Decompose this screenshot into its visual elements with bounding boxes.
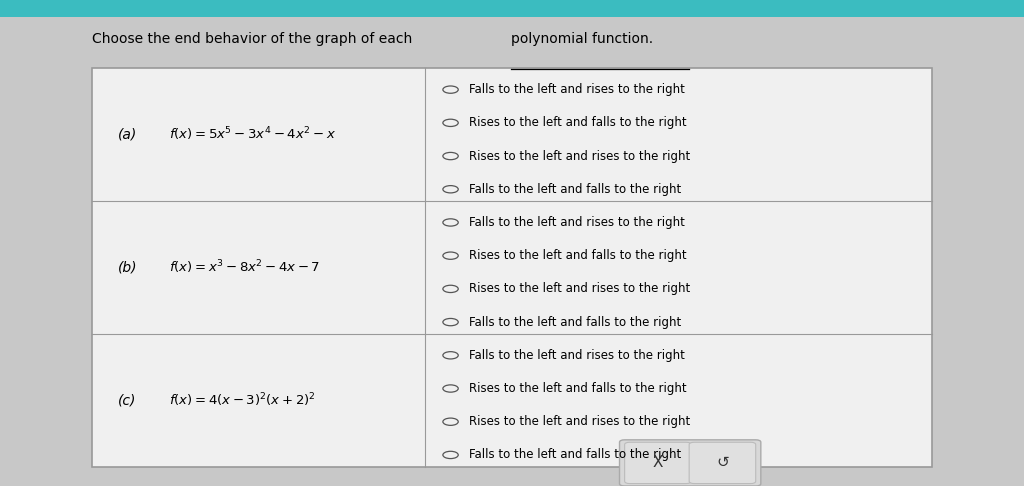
Text: Rises to the left and rises to the right: Rises to the left and rises to the right bbox=[469, 282, 690, 295]
Text: $f(x) = x^3 - 8x^2 - 4x - 7$: $f(x) = x^3 - 8x^2 - 4x - 7$ bbox=[169, 259, 321, 276]
Text: Falls to the left and falls to the right: Falls to the left and falls to the right bbox=[469, 315, 681, 329]
Text: Rises to the left and rises to the right: Rises to the left and rises to the right bbox=[469, 150, 690, 162]
Text: polynomial function.: polynomial function. bbox=[511, 32, 653, 46]
Text: ↺: ↺ bbox=[716, 455, 729, 470]
Bar bbox=[0, 0, 1024, 17]
FancyBboxPatch shape bbox=[625, 442, 691, 484]
Text: Falls to the left and rises to the right: Falls to the left and rises to the right bbox=[469, 349, 685, 362]
Bar bbox=[92, 68, 932, 467]
Text: $f(x) = 5x^5 - 3x^4 - 4x^2 - x$: $f(x) = 5x^5 - 3x^4 - 4x^2 - x$ bbox=[169, 126, 336, 143]
Text: Falls to the left and rises to the right: Falls to the left and rises to the right bbox=[469, 216, 685, 229]
Text: Rises to the left and rises to the right: Rises to the left and rises to the right bbox=[469, 415, 690, 428]
Bar bbox=[92, 68, 932, 467]
Text: (c): (c) bbox=[118, 393, 136, 407]
Text: Rises to the left and falls to the right: Rises to the left and falls to the right bbox=[469, 249, 687, 262]
Text: Falls to the left and falls to the right: Falls to the left and falls to the right bbox=[469, 449, 681, 461]
Text: Falls to the left and rises to the right: Falls to the left and rises to the right bbox=[469, 83, 685, 96]
Text: Rises to the left and falls to the right: Rises to the left and falls to the right bbox=[469, 116, 687, 129]
Text: (b): (b) bbox=[118, 260, 137, 274]
Text: Choose the end behavior of the graph of each: Choose the end behavior of the graph of … bbox=[92, 32, 417, 46]
FancyBboxPatch shape bbox=[620, 440, 761, 486]
Text: Falls to the left and falls to the right: Falls to the left and falls to the right bbox=[469, 183, 681, 196]
Text: Rises to the left and falls to the right: Rises to the left and falls to the right bbox=[469, 382, 687, 395]
Text: X: X bbox=[652, 455, 664, 470]
Text: $f(x) = 4(x-3)^2(x+2)^2$: $f(x) = 4(x-3)^2(x+2)^2$ bbox=[169, 391, 315, 409]
FancyBboxPatch shape bbox=[689, 442, 756, 484]
Text: (a): (a) bbox=[118, 127, 137, 141]
